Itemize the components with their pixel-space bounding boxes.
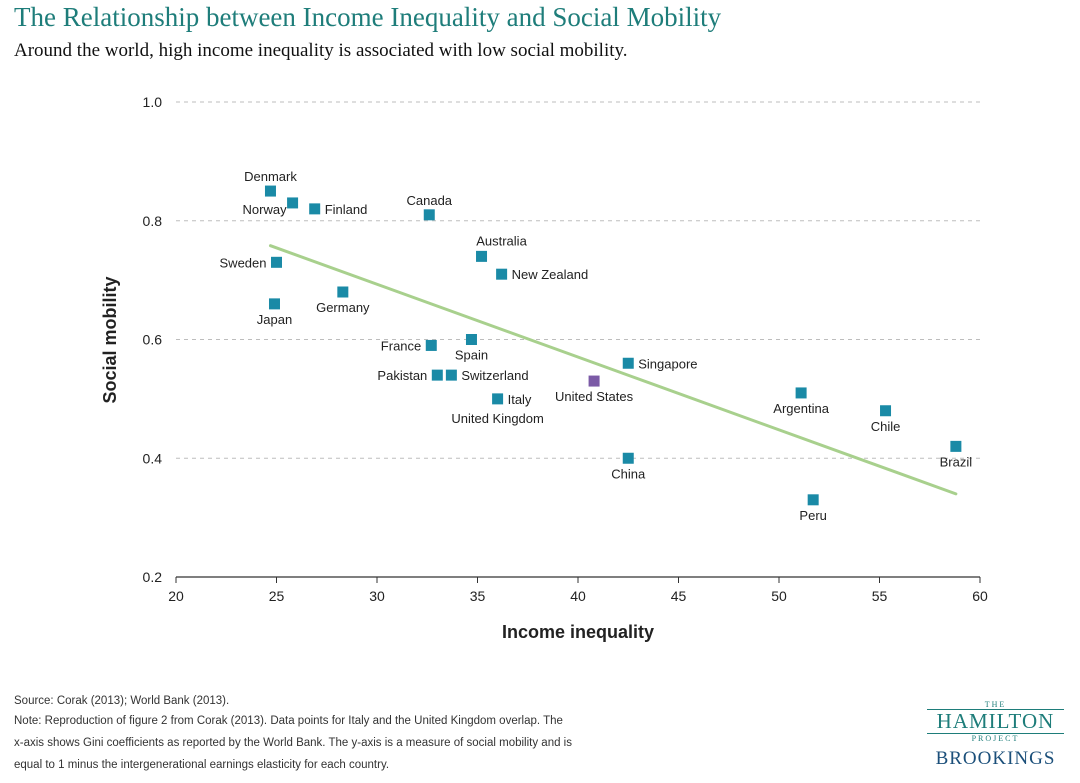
label-singapore: Singapore <box>638 356 697 371</box>
gridlines <box>176 101 980 459</box>
scatter-chart: 20 25 30 35 40 45 50 55 60 0.2 0.4 0.6 0.8 1.0 Denma… <box>100 94 988 642</box>
label-norway: Norway <box>243 202 288 217</box>
y-axis-label: Social mobility <box>100 276 120 403</box>
note-line-1: Note: Reproduction of figure 2 from Cora… <box>14 715 563 727</box>
label-france: France <box>381 338 421 353</box>
label-argentina: Argentina <box>773 401 829 416</box>
label-peru: Peru <box>799 508 826 523</box>
label-germany: Germany <box>316 300 370 315</box>
label-australia: Australia <box>476 233 527 248</box>
label-sweden: Sweden <box>220 255 267 270</box>
label-finland: Finland <box>325 202 368 217</box>
label-canada: Canada <box>406 193 452 208</box>
chart-subtitle: Around the world, high income inequality… <box>14 40 628 61</box>
label-japan: Japan <box>257 312 292 327</box>
label-switzerland: Switzerland <box>461 368 528 383</box>
point-japan <box>268 298 280 310</box>
point-australia <box>476 250 488 262</box>
label-denmark: Denmark <box>244 169 297 184</box>
label-new-zealand: New Zealand <box>512 267 589 282</box>
logo-hamilton: HAMILTON <box>927 709 1064 734</box>
x-tick-label: 50 <box>771 588 787 604</box>
x-tick-label: 40 <box>570 588 586 604</box>
y-ticks: 0.2 0.4 0.6 0.8 1.0 <box>143 94 163 585</box>
point-chile <box>880 405 892 417</box>
label-italy: Italy <box>508 392 532 407</box>
point-spain <box>465 334 477 345</box>
x-tick-label: 30 <box>369 588 385 604</box>
x-tick-label: 45 <box>671 588 687 604</box>
label-united-kingdom: United Kingdom <box>451 411 544 426</box>
label-pakistan: Pakistan <box>377 368 427 383</box>
y-tick-label: 0.6 <box>143 332 163 348</box>
x-ticks: 20 25 30 35 40 45 50 55 60 <box>168 577 988 604</box>
source-note: Source: Corak (2013); World Bank (2013). <box>14 695 230 707</box>
point-canada <box>423 209 435 221</box>
x-tick-label: 60 <box>972 588 988 604</box>
x-axis-label: Income inequality <box>502 622 654 642</box>
label-china: China <box>611 466 646 481</box>
label-chile: Chile <box>871 419 901 434</box>
data-points <box>264 185 962 506</box>
hamilton-brookings-logo: THE HAMILTON PROJECT BROOKINGS <box>923 700 1068 770</box>
point-labels: Denmark Norway Finland Canada Sweden Australi… <box>220 169 973 523</box>
point-new-zealand <box>496 268 508 280</box>
x-tick-label: 20 <box>168 588 184 604</box>
trend-line <box>268 244 958 496</box>
point-argentina <box>795 387 807 399</box>
point-brazil <box>950 440 962 452</box>
point-united-states <box>588 375 600 387</box>
y-tick-label: 0.2 <box>143 569 163 585</box>
note-line-3: equal to 1 minus the intergenerational e… <box>14 759 390 771</box>
point-france <box>425 339 437 351</box>
x-tick-label: 25 <box>269 588 285 604</box>
chart-title: The Relationship between Income Inequali… <box>14 2 722 32</box>
point-switzerland <box>445 369 457 381</box>
y-tick-label: 1.0 <box>143 94 163 110</box>
logo-the: THE <box>984 700 1007 709</box>
point-norway <box>287 197 299 209</box>
label-spain: Spain <box>455 348 488 363</box>
point-china <box>622 452 634 464</box>
point-sweden <box>271 256 282 268</box>
point-pakistan <box>431 369 443 381</box>
x-tick-label: 55 <box>872 588 888 604</box>
point-peru <box>807 494 819 506</box>
point-singapore <box>622 357 634 369</box>
y-tick-label: 0.8 <box>143 213 163 229</box>
y-tick-label: 0.4 <box>143 450 163 466</box>
point-germany <box>337 286 349 298</box>
point-denmark <box>264 185 276 197</box>
label-brazil: Brazil <box>940 454 973 469</box>
x-tick-label: 35 <box>470 588 486 604</box>
point-italy <box>492 393 504 405</box>
note-line-2: x-axis shows Gini coefficients as report… <box>14 737 572 749</box>
logo-project: PROJECT <box>971 734 1020 743</box>
logo-brookings: BROOKINGS <box>935 748 1056 769</box>
label-united-states: United States <box>555 389 634 404</box>
point-finland <box>309 203 321 215</box>
